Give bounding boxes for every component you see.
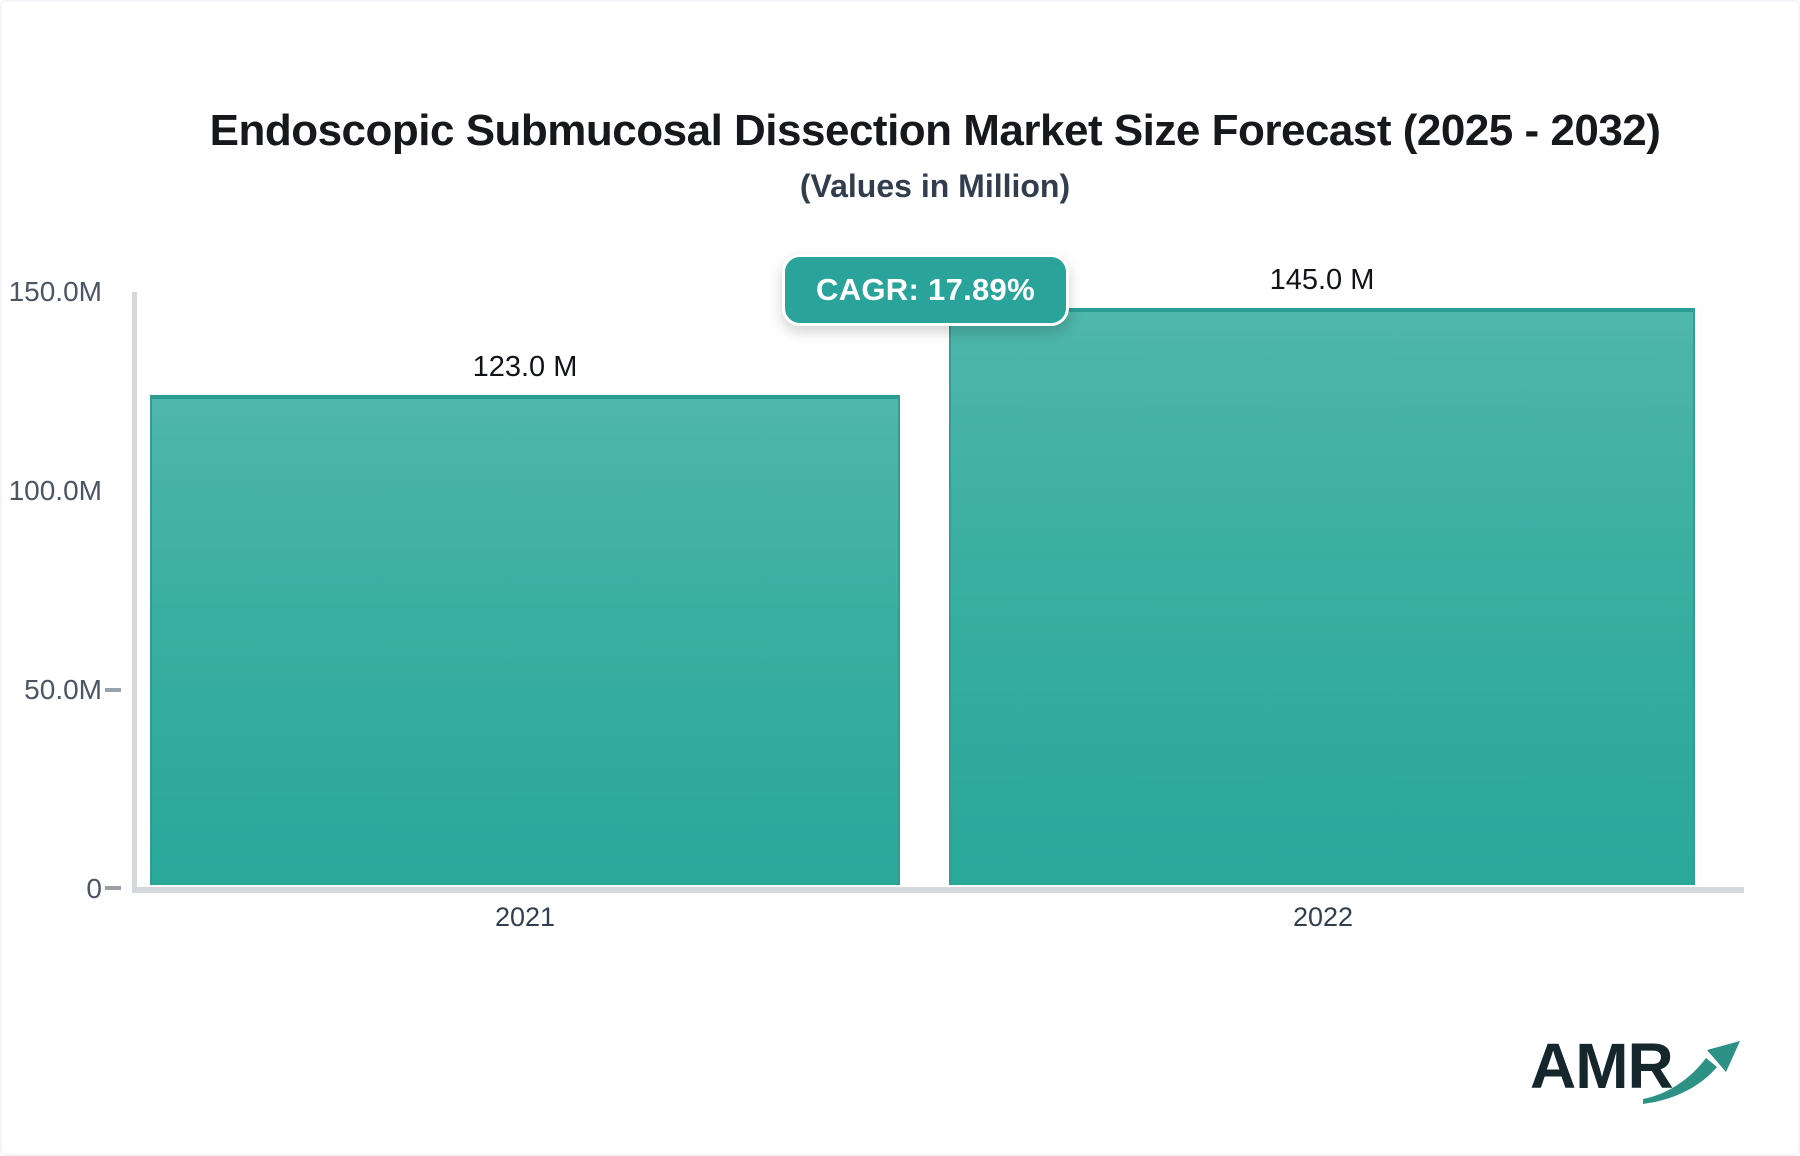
x-tick-label-2021: 2021 [494,902,556,932]
cagr-badge: CAGR: 17.89% [782,254,1069,326]
y-tick-mark-0 [105,886,121,890]
x-axis-line [132,887,1744,893]
bar-2021 [150,395,900,885]
bar-2022 [949,308,1695,885]
amr-logo-text: AMR [1530,1030,1674,1102]
y-tick-label-50m: 50.0M [24,674,102,705]
y-tick-label-0: 0 [86,873,102,904]
growth-arrow-icon [1642,1041,1740,1104]
y-axis-line [132,292,137,892]
chart-title: Endoscopic Submucosal Dissection Market … [209,106,1661,155]
y-tick-label-100m: 100.0M [8,475,102,506]
amr-logo: AMR [1530,1034,1743,1110]
bar-value-label-2021: 123.0 M [472,351,578,383]
bar-value-label-2022: 145.0 M [1269,264,1375,296]
y-tick-mark-50m [105,688,121,692]
bar-group-2022: 145.0 M [949,264,1695,885]
chart-subtitle: (Values in Million) [799,168,1071,204]
x-tick-label-2022: 2022 [1292,902,1354,932]
bar-group-2021: 123.0 M [150,351,900,885]
y-tick-label-150m: 150.0M [8,276,102,307]
